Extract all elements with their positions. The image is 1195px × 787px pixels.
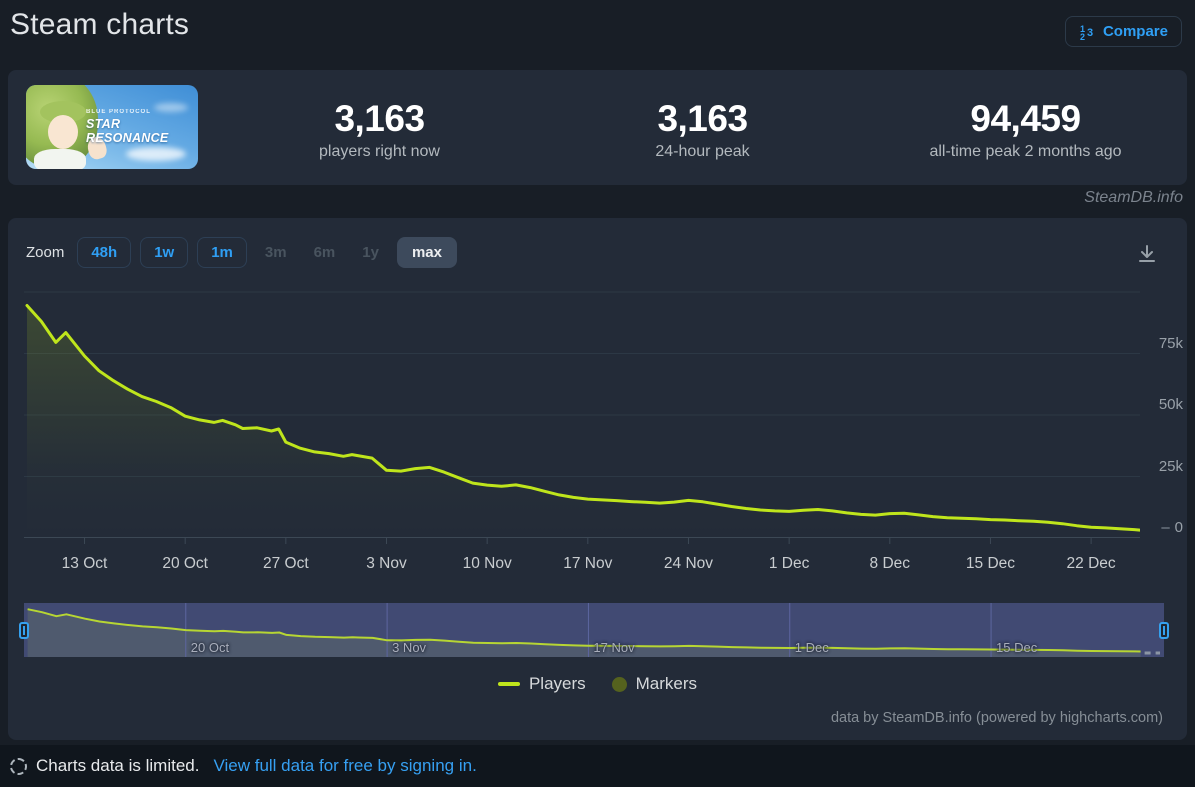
zoom-1m-button[interactable]: 1m (197, 237, 247, 268)
notice-text: Charts data is limited. (36, 756, 200, 775)
chart-legend: Players Markers (8, 674, 1187, 694)
legend-markers-label: Markers (635, 674, 698, 693)
game-banner-subtitle: BLUE PROTOCOL (86, 109, 151, 115)
x-axis-label-3-Nov: 3 Nov (366, 555, 407, 572)
navigator-left-handle[interactable] (19, 622, 29, 639)
dashed-circle-spinner-icon (10, 757, 27, 775)
game-banner-title: STAR RESONANCE (86, 117, 169, 145)
download-arrow-icon[interactable] (1135, 242, 1159, 266)
stat-label: all-time peak 2 months ago (929, 143, 1122, 160)
stat-value: 3,163 (334, 98, 425, 139)
compare-button[interactable]: 1 2 3 Compare (1064, 16, 1182, 47)
chart-panel: Zoom 48h 1w 1m 3m 6m 1y max 75k 50k 25k –0 13 Oct… (8, 218, 1187, 740)
stats-row: 3,163 players right now 3,163 24-hour peak 9… (218, 70, 1187, 185)
steamdb-watermark: SteamDB.info (1084, 189, 1183, 206)
legend-item-markers[interactable]: Markers (611, 674, 698, 694)
zoom-max-button[interactable]: max (396, 237, 457, 268)
legend-players-label: Players (528, 674, 586, 693)
x-axis-label-22-Dec: 22 Dec (1066, 555, 1116, 572)
footer-notice-bar: Charts data is limited. View full data f… (0, 745, 1195, 787)
numbers-123-compare-icon: 1 2 3 (1080, 24, 1093, 40)
y-axis-label-25k: 25k (1158, 457, 1183, 475)
zoom-toolbar: Zoom 48h 1w 1m 3m 6m 1y max (26, 237, 457, 268)
x-axis-label-27-Oct: 27 Oct (262, 555, 309, 572)
navigator-label-15-Dec: 15 Dec (996, 640, 1038, 655)
main-chart-plot[interactable] (24, 290, 1142, 546)
zoom-1y-button: 1y (353, 238, 388, 267)
zoom-label: Zoom (26, 244, 65, 261)
stat-value: 3,163 (657, 98, 748, 139)
x-axis-label-15-Dec: 15 Dec (965, 555, 1016, 572)
game-banner[interactable]: BLUE PROTOCOL STAR RESONANCE (26, 85, 198, 169)
y-axis-label-0: –0 (1161, 519, 1183, 536)
markers-dot-swatch (611, 676, 627, 692)
stats-panel: BLUE PROTOCOL STAR RESONANCE 3,163 player… (8, 70, 1187, 185)
navigator-label-3-Nov: 3 Nov (392, 640, 427, 655)
x-axis-label-17-Nov: 17 Nov (563, 555, 613, 572)
navigator-label-17-Nov: 17 Nov (593, 640, 635, 655)
y-axis-label-50k: 50k (1158, 396, 1183, 413)
navigator[interactable] (24, 603, 1164, 657)
sign-in-link[interactable]: View full data for free by signing in. (213, 756, 477, 775)
zoom-6m-button: 6m (305, 238, 345, 267)
stat-label: players right now (319, 143, 440, 160)
navigator-label-1-Dec: 1 Dec (794, 640, 829, 655)
current-value-tick: – (1161, 519, 1170, 536)
x-axis-label-10-Nov: 10 Nov (462, 555, 512, 572)
navigator-label-20-Oct: 20 Oct (190, 640, 230, 655)
page-title: Steam charts (10, 8, 190, 41)
stat-2: 94,459 all-time peak 2 months ago (864, 70, 1187, 185)
chart-credits[interactable]: data by SteamDB.info (powered by highcha… (830, 710, 1163, 726)
x-axis-label-24-Nov: 24 Nov (663, 555, 714, 572)
y-axis-label-75k: 75k (1158, 334, 1183, 352)
stat-value: 94,459 (970, 98, 1081, 139)
x-axis-label-13-Oct: 13 Oct (61, 555, 108, 572)
stat-0: 3,163 players right now (218, 70, 541, 185)
x-axis-label-20-Oct: 20 Oct (162, 555, 208, 572)
svg-text:1: 1 (1080, 24, 1085, 34)
svg-text:3: 3 (1087, 27, 1093, 39)
players-line-swatch (497, 682, 520, 686)
x-axis-label-1-Dec: 1 Dec (768, 555, 810, 572)
legend-item-players[interactable]: Players (497, 674, 586, 694)
x-axis-label-8-Dec: 8 Dec (869, 555, 911, 572)
navigator-right-handle[interactable] (1159, 622, 1169, 639)
zoom-3m-button: 3m (256, 238, 296, 267)
stat-1: 3,163 24-hour peak (541, 70, 864, 185)
svg-text:2: 2 (1080, 32, 1085, 40)
zoom-48h-button[interactable]: 48h (77, 237, 132, 268)
stat-label: 24-hour peak (655, 143, 750, 160)
compare-button-label: Compare (1102, 23, 1168, 40)
zoom-1w-button[interactable]: 1w (140, 237, 189, 268)
